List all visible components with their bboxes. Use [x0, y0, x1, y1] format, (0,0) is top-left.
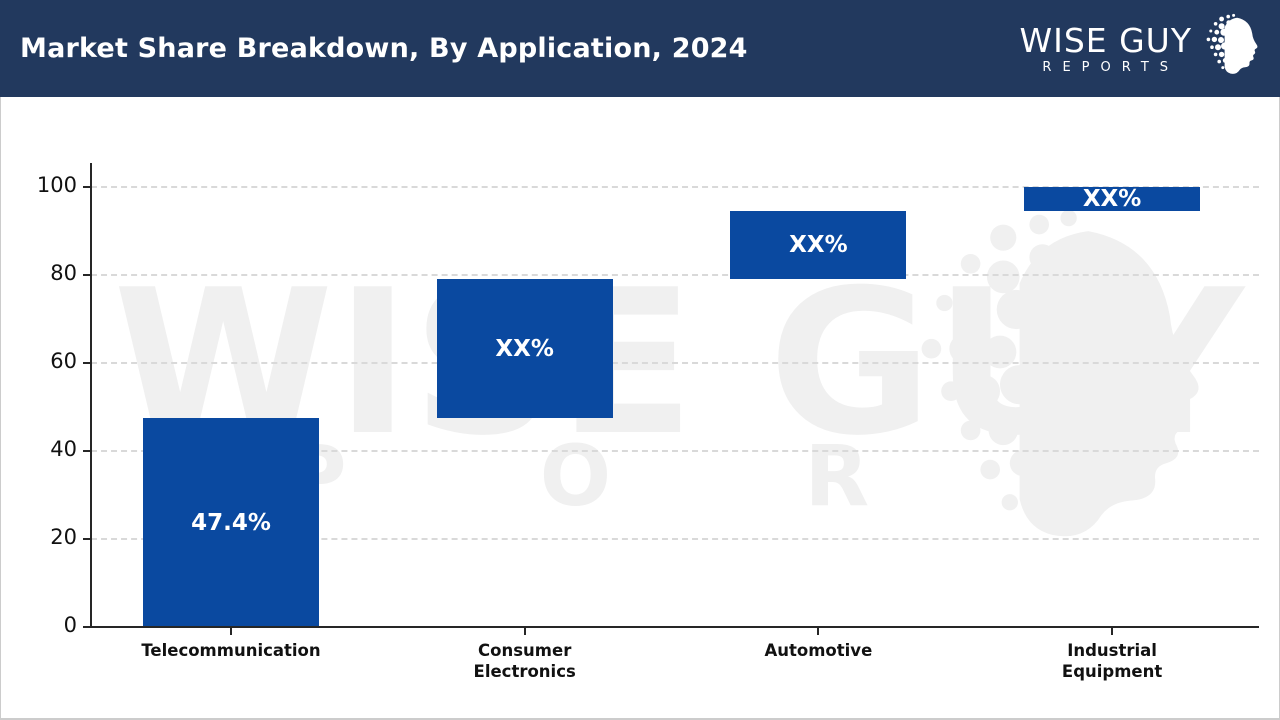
category-label-2: Automotive — [764, 641, 873, 660]
y-tick-mark-0 — [83, 626, 91, 628]
x-tick-mark-2 — [817, 628, 820, 635]
y-tick-label-60: 60 — [50, 349, 77, 373]
category-label-1: Consumer Electronics — [473, 641, 576, 681]
y-tick-mark-60 — [83, 362, 91, 364]
y-axis-spine — [90, 163, 92, 627]
y-tick-mark-100 — [83, 186, 91, 188]
y-tick-label-80: 80 — [50, 261, 77, 285]
category-label-0: Telecommunication — [141, 641, 321, 660]
watermark-dotted-head-icon — [921, 209, 1199, 537]
x-axis-spine — [83, 626, 1259, 628]
wise-guy-reports-logo: WISE GUY REPORTS — [1019, 7, 1266, 91]
logo-text: WISE GUY REPORTS — [1019, 20, 1192, 75]
logo-wordmark: WISE GUY — [1019, 20, 1192, 60]
bar-value-label-2: XX% — [789, 232, 848, 259]
bar-0 — [143, 418, 319, 627]
bar-3 — [1024, 187, 1201, 211]
y-gridline-80 — [91, 274, 1259, 276]
y-gridline-20 — [91, 538, 1259, 540]
x-tick-mark-1 — [523, 628, 526, 635]
y-tick-mark-40 — [83, 450, 91, 452]
x-tick-mark-0 — [230, 628, 232, 635]
y-tick-mark-20 — [83, 538, 91, 540]
x-tick-mark-3 — [1111, 628, 1114, 635]
header-bar: Market Share Breakdown, By Application, … — [0, 0, 1280, 97]
y-tick-label-100: 100 — [36, 173, 77, 197]
y-gridline-100 — [91, 186, 1259, 188]
bar-value-label-0: 47.4% — [191, 509, 271, 536]
y-tick-label-0: 0 — [63, 613, 77, 637]
y-gridline-40 — [91, 450, 1259, 452]
dotted-head-profile-icon — [1206, 13, 1258, 74]
page-title: Market Share Breakdown, By Application, … — [20, 33, 748, 64]
y-tick-mark-80 — [83, 274, 91, 276]
y-gridline-60 — [91, 362, 1259, 364]
logo-subtitle: REPORTS — [1042, 59, 1180, 75]
y-tick-label-40: 40 — [50, 437, 77, 461]
bar-2 — [730, 210, 907, 280]
bar-1 — [436, 279, 613, 419]
bar-value-label-3: XX% — [1082, 185, 1142, 212]
y-tick-label-20: 20 — [50, 525, 77, 549]
chart-canvas: WISE GUY P O R T S 02040608010047.4%Tele… — [0, 97, 1280, 720]
category-label-3: Industrial Equipment — [1061, 641, 1163, 681]
bar-value-label-1: XX% — [495, 335, 554, 362]
